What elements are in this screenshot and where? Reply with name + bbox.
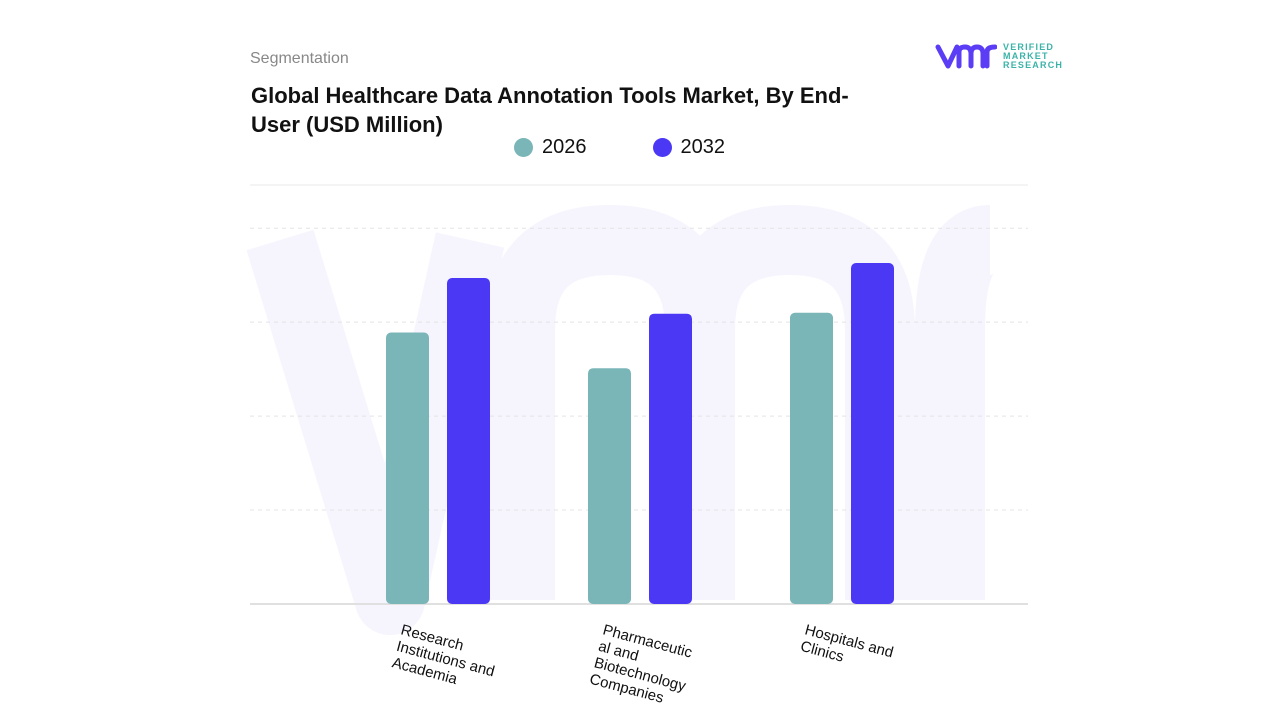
bar-2026: [386, 332, 429, 604]
legend-item-2026[interactable]: 2026: [514, 136, 587, 159]
legend: 2026 2032: [514, 136, 725, 159]
x-tick-label: ResearchInstitutions andAcademia: [390, 621, 501, 696]
legend-item-2032[interactable]: 2032: [652, 136, 726, 159]
bar-2032: [447, 278, 490, 604]
legend-dot-icon: [652, 138, 672, 157]
x-tick-label: Pharmaceutical andBiotechnologyCompanies: [588, 621, 697, 711]
logo-line1: VERIFIED: [1003, 41, 1055, 52]
bar-2026: [588, 368, 631, 604]
x-tick-label: Hospitals andClinics: [799, 621, 896, 677]
vmr-logo: VERIFIED MARKET RESEARCH: [935, 42, 1063, 70]
vmr-logo-mark-icon: [935, 44, 997, 69]
segment-label: Segmentation: [250, 50, 349, 67]
bar-2026: [790, 312, 833, 604]
bar-2032: [649, 313, 692, 604]
logo-line3: RESEARCH: [1003, 59, 1064, 70]
legend-label: 2026: [542, 136, 587, 158]
legend-label: 2032: [680, 136, 726, 158]
chart-title: Global Healthcare Data Annotation Tools …: [251, 83, 849, 137]
bar-2032: [851, 262, 894, 604]
legend-dot-icon: [514, 138, 533, 157]
logo-line2: MARKET: [1003, 50, 1049, 61]
